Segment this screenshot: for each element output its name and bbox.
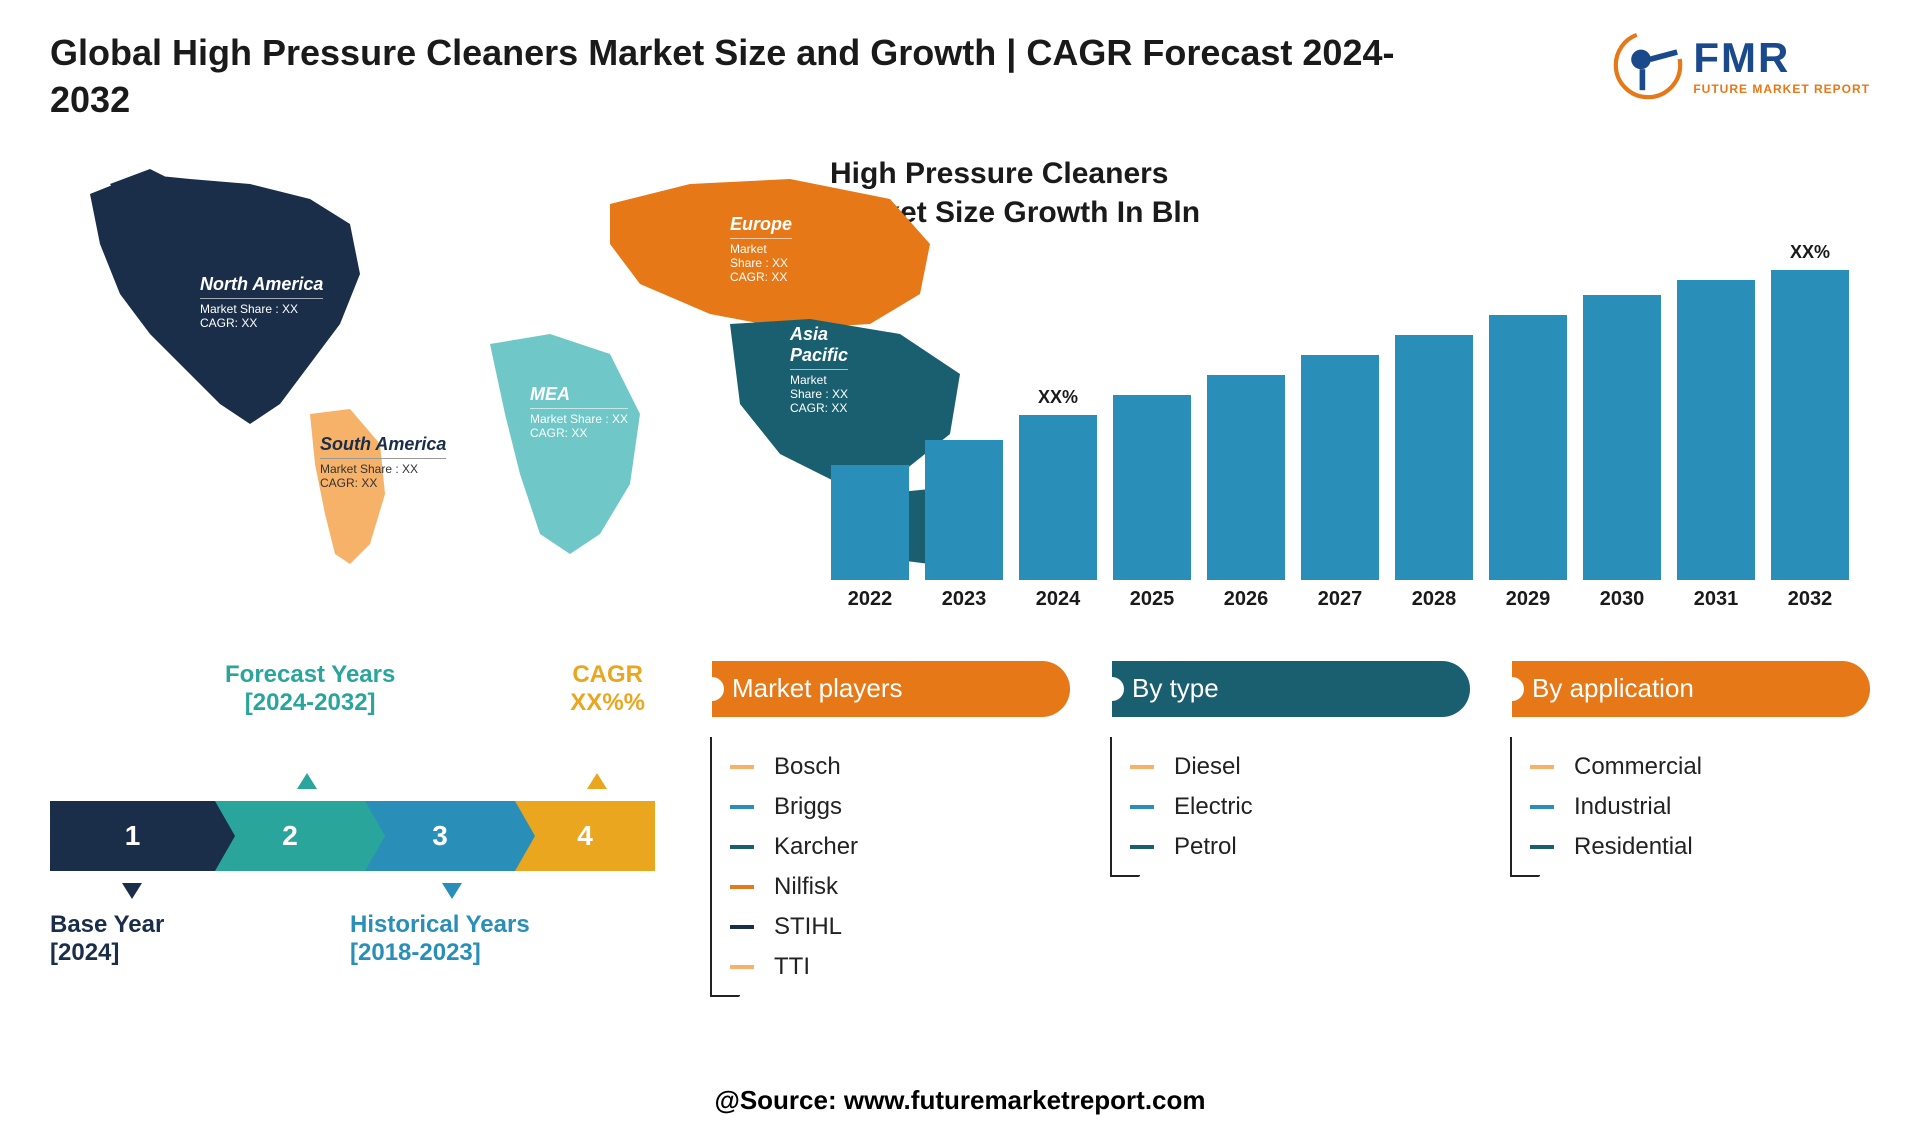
category-list: Commercial Industrial Residential — [1500, 737, 1870, 897]
list-item: Commercial — [1530, 747, 1850, 787]
source-citation: @Source: www.futuremarketreport.com — [714, 1085, 1205, 1116]
timeline-bar: 1.tl-seg:nth-child(1)::after{border-left… — [50, 801, 655, 871]
list-item: STIHL — [730, 907, 1050, 947]
triangle-icon — [587, 773, 607, 789]
tick-icon — [730, 965, 754, 969]
bar-2027: 2027 — [1300, 355, 1380, 611]
category-by-type: By type Diesel Electric Petrol — [1100, 661, 1470, 1017]
category-by-application: By application Commercial Industrial Res… — [1500, 661, 1870, 1017]
region-europe: Europe Market Share : XXCAGR: XX — [730, 214, 792, 284]
region-mea: MEA Market Share : XXCAGR: XX — [530, 384, 628, 440]
triangle-icon — [122, 883, 142, 899]
tick-icon — [730, 885, 754, 889]
timeline-seg-4: 4 — [515, 801, 655, 871]
triangle-icon — [442, 883, 462, 899]
category-list: Bosch Briggs Karcher Nilfisk STIHL TTI — [700, 737, 1070, 1017]
tick-icon — [1130, 845, 1154, 849]
tick-icon — [1130, 805, 1154, 809]
timeline-seg-3: 3.tl-seg:nth-child(3)::after{border-left… — [365, 801, 515, 871]
list-item: TTI — [730, 947, 1050, 987]
bar-2024: XX% 2024 — [1018, 415, 1098, 611]
bar-2031: 2031 — [1676, 280, 1756, 611]
bar-2025: 2025 — [1112, 395, 1192, 611]
bar-2032: XX% 2032 — [1770, 270, 1850, 611]
cagr-label: CAGR XX%% — [570, 661, 645, 719]
tick-icon — [1530, 845, 1554, 849]
category-header: Market players — [712, 661, 1070, 717]
list-item: Karcher — [730, 827, 1050, 867]
list-item: Petrol — [1130, 827, 1450, 867]
list-item: Electric — [1130, 787, 1450, 827]
base-year-label: Base Year [2024] — [50, 911, 164, 969]
category-list: Diesel Electric Petrol — [1100, 737, 1470, 897]
list-item: Bosch — [730, 747, 1050, 787]
bar-2022: 2022 — [830, 465, 910, 611]
bar-2028: 2028 — [1394, 335, 1474, 611]
category-header: By application — [1512, 661, 1870, 717]
timeline: Forecast Years [2024-2032] CAGR XX%% 1.t… — [50, 661, 670, 991]
list-item: Residential — [1530, 827, 1850, 867]
tick-icon — [1130, 765, 1154, 769]
bar-2030: 2030 — [1582, 295, 1662, 611]
region-north-america: North America Market Share : XXCAGR: XX — [200, 274, 323, 330]
list-item: Briggs — [730, 787, 1050, 827]
region-south-america: South America Market Share : XXCAGR: XX — [320, 434, 446, 490]
page-title: Global High Pressure Cleaners Market Siz… — [50, 30, 1450, 124]
world-map: North America Market Share : XXCAGR: XX S… — [50, 154, 790, 574]
list-item: Nilfisk — [730, 867, 1050, 907]
logo-text-sub: FUTURE MARKET REPORT — [1693, 82, 1870, 96]
category-header: By type — [1112, 661, 1470, 717]
logo: FMR FUTURE MARKET REPORT — [1613, 30, 1870, 100]
tick-icon — [730, 805, 754, 809]
logo-text-main: FMR — [1693, 34, 1870, 82]
list-item: Industrial — [1530, 787, 1850, 827]
bar-2023: 2023 — [924, 440, 1004, 611]
timeline-seg-2: 2.tl-seg:nth-child(2)::after{border-left… — [215, 801, 365, 871]
historical-label: Historical Years [2018-2023] — [350, 911, 530, 969]
tick-icon — [1530, 805, 1554, 809]
forecast-label: Forecast Years [2024-2032] — [225, 661, 395, 719]
triangle-icon — [297, 773, 317, 789]
tick-icon — [1530, 765, 1554, 769]
tick-icon — [730, 845, 754, 849]
category-market-players: Market players Bosch Briggs Karcher Nilf… — [700, 661, 1070, 1017]
timeline-seg-1: 1.tl-seg:nth-child(1)::after{border-left… — [50, 801, 215, 871]
bar-2029: 2029 — [1488, 315, 1568, 611]
logo-icon — [1613, 30, 1683, 100]
list-item: Diesel — [1130, 747, 1450, 787]
tick-icon — [730, 925, 754, 929]
tick-icon — [730, 765, 754, 769]
bar-2026: 2026 — [1206, 375, 1286, 611]
